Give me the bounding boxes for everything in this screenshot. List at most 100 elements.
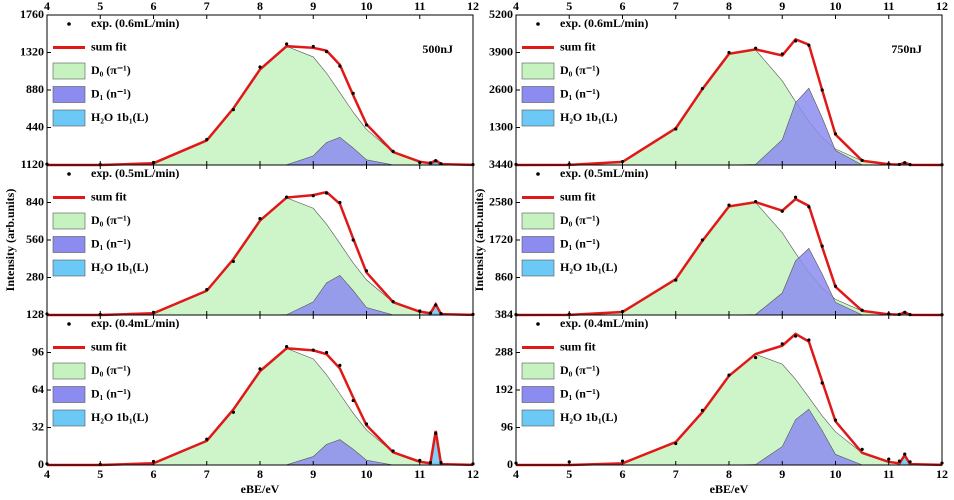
legend-label: H₂O 1b₁(L) (560, 410, 618, 424)
exp-point (887, 457, 891, 461)
legend-label: D₀ (π⁻¹) (560, 363, 600, 377)
exp-point (674, 278, 678, 282)
y-tick-label: 2600 (489, 82, 513, 96)
legend-label: D₀ (π⁻¹) (560, 213, 600, 227)
x-tick-label: 5 (566, 467, 572, 481)
legend-symbol (52, 236, 86, 253)
exp-point (205, 137, 209, 142)
exp-point (833, 132, 838, 136)
x-tick-label: 11 (883, 467, 894, 481)
y-tick-label: 860 (495, 269, 513, 283)
y-tick-label: 1720 (489, 232, 513, 246)
y-tick-label: 192 (495, 382, 513, 396)
legend-label: H₂O 1b₁(L) (91, 260, 149, 274)
x-tick-label: 12 (467, 467, 479, 481)
legend-label: sum fit (91, 189, 127, 203)
x-tick-label: 11 (414, 467, 425, 481)
y-tick-label: 96 (32, 344, 44, 358)
legend-symbol (521, 62, 555, 80)
exp-point (807, 43, 811, 47)
y-tick-label: 1320 (20, 44, 44, 58)
exp-point (285, 345, 289, 349)
legend-symbol (52, 212, 86, 230)
exp-point (231, 410, 235, 414)
exp-point (807, 205, 811, 209)
x-tick-label: 7 (673, 467, 679, 481)
exp-point (428, 161, 432, 165)
exp-point (285, 42, 289, 46)
x-tick-label: 10 (361, 467, 373, 481)
exp-point (418, 309, 422, 313)
x-tick-label: 9 (779, 467, 785, 481)
exp-point (727, 373, 731, 377)
y-tick-label: 0 (38, 457, 44, 471)
exp-point (754, 200, 758, 204)
exp-point (364, 422, 369, 426)
exp-point (434, 159, 438, 163)
x-tick-label: 5 (97, 0, 103, 13)
legend-label: H₂O 1b₁(L) (91, 410, 149, 424)
annotation: 750nJ (891, 42, 922, 56)
exp-point (860, 447, 864, 451)
exp-point (903, 452, 907, 456)
exp-point (231, 108, 235, 112)
x-tick-label: 8 (257, 0, 263, 13)
x-tick-label: 10 (830, 467, 842, 481)
exp-point (780, 209, 784, 213)
legend-label: sum fit (560, 39, 596, 53)
legend-symbol (521, 259, 555, 277)
x-tick-label: 7 (204, 0, 210, 13)
legend-label: D₀ (π⁻¹) (560, 63, 600, 77)
legend-symbol (52, 259, 86, 277)
x-tick-label: 5 (97, 467, 103, 481)
x-tick-label: 10 (361, 0, 373, 13)
exp-point (439, 312, 443, 316)
legend-symbol (521, 86, 555, 103)
exp-point (338, 64, 342, 68)
legend-label: D₁ (n⁻¹) (560, 236, 600, 250)
y-tick-label: 2580 (489, 194, 513, 208)
x-tick-label: 4 (44, 0, 50, 13)
exp-point (324, 50, 329, 54)
legend-label: exp. (0.5mL/min) (560, 166, 648, 180)
exp-point (231, 259, 235, 264)
legend-symbol (52, 86, 86, 103)
legend-label: D₀ (π⁻¹) (91, 63, 131, 77)
exp-point (833, 418, 838, 422)
exp-point (338, 200, 342, 205)
x-axis-label: eBE/eV (241, 482, 280, 496)
legend-symbol (536, 172, 540, 176)
exp-point (258, 216, 262, 221)
x-tick-label: 8 (726, 467, 732, 481)
fit-line (47, 346, 474, 467)
x-tick-label: 5 (566, 0, 572, 13)
exp-point (754, 46, 758, 50)
y-tick-label: 96 (501, 419, 513, 433)
legend-label: D₀ (π⁻¹) (91, 213, 131, 227)
exp-point (780, 52, 784, 56)
x-tick-label: 9 (310, 0, 316, 13)
y-tick-label: 384 (495, 307, 513, 321)
legend-label: D₁ (n⁻¹) (560, 86, 600, 100)
legend-label: sum fit (91, 39, 127, 53)
legend-symbol (52, 409, 86, 427)
exp-point (311, 348, 315, 352)
exp-point (897, 459, 902, 463)
legend-symbol (52, 362, 86, 380)
exp-point (428, 311, 432, 315)
x-axis-label: eBE/eV (710, 482, 749, 496)
exp-point (285, 195, 289, 199)
legend-label: exp. (0.4mL/min) (560, 316, 648, 330)
x-tick-label: 8 (257, 467, 263, 481)
exp-point (727, 203, 731, 207)
y-tick-label: 5200 (489, 7, 513, 21)
exp-point (700, 86, 704, 91)
y-tick-label: 1120 (21, 157, 44, 171)
legend-label: sum fit (560, 189, 596, 203)
legend-label: sum fit (560, 339, 596, 353)
exp-point (780, 342, 784, 346)
y-axis-label: Intensity (arb.units) (3, 189, 17, 292)
legend-label: exp. (0.6mL/min) (91, 16, 179, 30)
legend-label: sum fit (91, 339, 127, 353)
